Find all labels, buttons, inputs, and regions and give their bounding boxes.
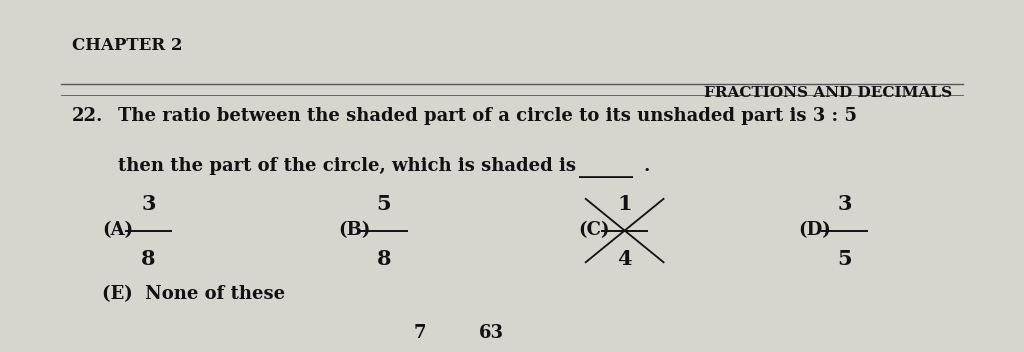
Text: 5: 5 [377, 194, 391, 214]
Text: 1: 1 [617, 194, 632, 214]
Text: CHAPTER 2: CHAPTER 2 [72, 37, 182, 54]
Text: 8: 8 [377, 249, 391, 269]
Text: (B): (B) [338, 221, 371, 240]
Text: (C): (C) [579, 221, 610, 240]
Text: The ratio between the shaded part of a circle to its unshaded part is 3 : 5: The ratio between the shaded part of a c… [118, 107, 857, 125]
Text: 63: 63 [479, 323, 504, 342]
Text: 3: 3 [141, 194, 156, 214]
Text: 4: 4 [617, 249, 632, 269]
Text: 8: 8 [141, 249, 156, 269]
Text: ______: ______ [579, 160, 633, 178]
Text: .: . [643, 157, 649, 175]
Text: 5: 5 [838, 249, 852, 269]
Text: 3: 3 [838, 194, 852, 214]
Text: 7: 7 [414, 323, 426, 342]
Text: 22.: 22. [72, 107, 103, 125]
Text: then the part of the circle, which is shaded is: then the part of the circle, which is sh… [118, 157, 575, 175]
Text: (E)  None of these: (E) None of these [102, 285, 286, 303]
Text: (D): (D) [799, 221, 831, 240]
Text: FRACTIONS AND DECIMALS: FRACTIONS AND DECIMALS [705, 86, 952, 100]
Text: (A): (A) [102, 221, 133, 240]
